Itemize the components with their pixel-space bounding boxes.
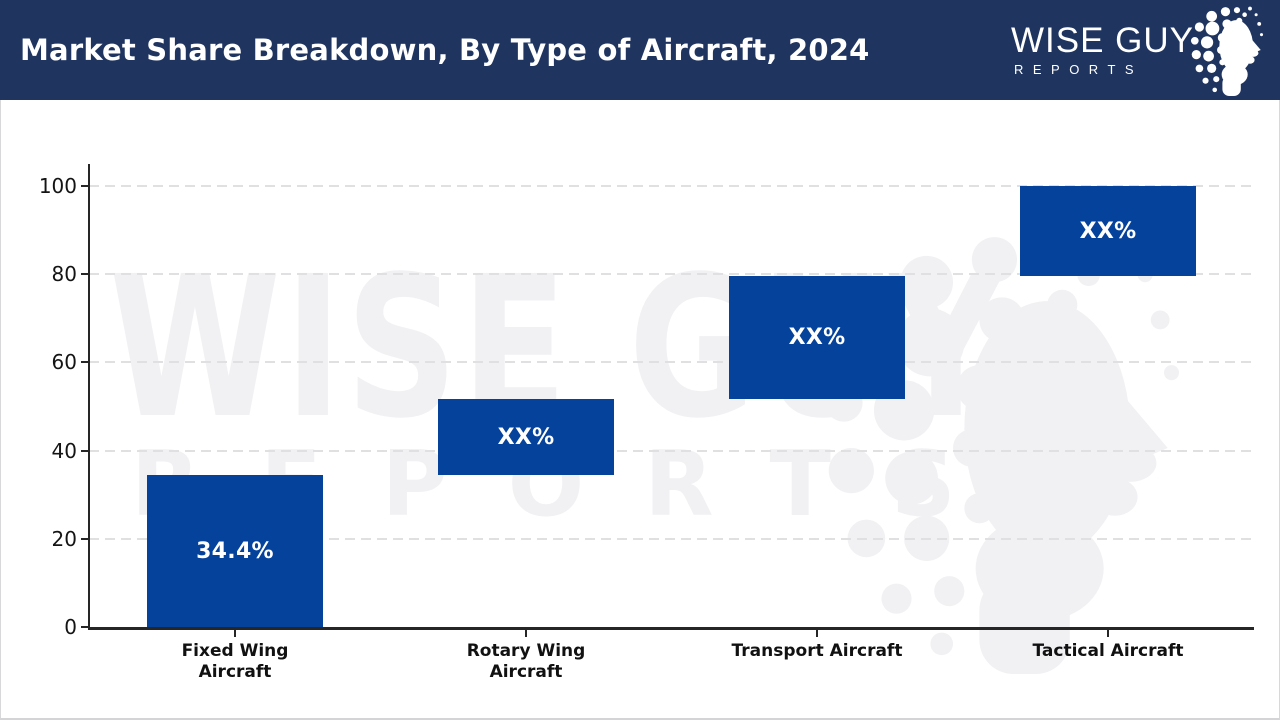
- x-tick-mark: [525, 630, 527, 637]
- y-tick-label: 100: [38, 174, 77, 198]
- y-tick-label: 0: [64, 615, 77, 639]
- y-tick-mark: [81, 273, 89, 275]
- x-category-label: Rotary Wing Aircraft: [466, 641, 586, 682]
- y-tick-mark: [81, 626, 89, 628]
- x-tick-mark: [234, 630, 236, 637]
- x-tick-mark: [1107, 630, 1109, 637]
- bar: XX%: [729, 276, 905, 399]
- bar: XX%: [438, 399, 614, 475]
- y-tick-mark: [81, 538, 89, 540]
- logo-text: WISE GUY REPORTS: [1010, 21, 1194, 78]
- x-category-label: Fixed Wing Aircraft: [181, 641, 289, 682]
- x-tick-mark: [816, 630, 818, 637]
- chart-title: Market Share Breakdown, By Type of Aircr…: [20, 33, 870, 67]
- logo-head-icon: [1188, 4, 1266, 96]
- bar-value-label: XX%: [788, 325, 846, 350]
- bar: 34.4%: [147, 475, 323, 627]
- gridline: [89, 185, 1254, 187]
- x-category-label: Tactical Aircraft: [1032, 641, 1184, 661]
- x-category-label: Transport Aircraft: [731, 641, 903, 661]
- gridline: [89, 273, 1254, 275]
- brand-logo: WISE GUY REPORTS: [1011, 4, 1266, 96]
- y-tick-label: 60: [51, 350, 77, 374]
- figure: WISE GUY REPORTS 0 20 40 60 80 100 34.4% XX% XX%…: [0, 100, 1280, 720]
- gridline: [89, 450, 1254, 452]
- y-tick-mark: [81, 361, 89, 363]
- y-tick-label: 80: [51, 262, 77, 286]
- y-tick-label: 40: [51, 439, 77, 463]
- bar-value-label: 34.4%: [196, 538, 274, 564]
- logo-tagline: REPORTS: [1013, 62, 1144, 77]
- header: Market Share Breakdown, By Type of Aircr…: [0, 0, 1280, 100]
- plot-area: 0 20 40 60 80 100 34.4% XX% XX% XX% Fixed Wing Air…: [1, 100, 1279, 718]
- gridline: [89, 538, 1254, 540]
- gridline: [89, 361, 1254, 363]
- x-axis-line: [89, 627, 1254, 630]
- y-tick-label: 20: [51, 527, 77, 551]
- bar-value-label: XX%: [1079, 218, 1137, 244]
- y-tick-mark: [81, 185, 89, 187]
- logo-wordmark: WISE GUY: [1010, 21, 1194, 60]
- y-axis-line: [88, 164, 90, 630]
- bar-value-label: XX%: [497, 424, 555, 450]
- bar: XX%: [1020, 186, 1196, 276]
- y-tick-mark: [81, 450, 89, 452]
